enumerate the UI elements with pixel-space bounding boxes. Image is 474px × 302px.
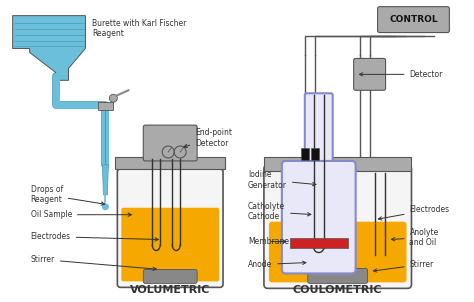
FancyBboxPatch shape: [121, 208, 219, 281]
FancyBboxPatch shape: [143, 125, 197, 161]
FancyBboxPatch shape: [118, 169, 223, 288]
Bar: [115, 157, 225, 169]
Text: CONTROL: CONTROL: [389, 15, 438, 24]
Text: Membrane: Membrane: [248, 237, 289, 246]
Text: Detector: Detector: [359, 70, 443, 79]
Text: Burette with Karl Fischer
Reagent: Burette with Karl Fischer Reagent: [92, 19, 187, 38]
Bar: [290, 238, 347, 248]
Bar: [99, 102, 113, 110]
Text: Oil Sample: Oil Sample: [31, 210, 131, 219]
Text: Electrodes: Electrodes: [31, 232, 158, 241]
FancyBboxPatch shape: [282, 161, 356, 273]
Text: Stirrer: Stirrer: [31, 255, 156, 271]
FancyBboxPatch shape: [305, 93, 333, 167]
FancyBboxPatch shape: [378, 7, 449, 33]
Text: Drops of
Reagent: Drops of Reagent: [31, 185, 105, 205]
FancyBboxPatch shape: [308, 268, 368, 283]
Polygon shape: [13, 16, 85, 80]
Circle shape: [102, 203, 109, 210]
FancyBboxPatch shape: [269, 222, 407, 282]
Text: Stirrer: Stirrer: [374, 260, 434, 272]
Text: Catholyte
Cathode: Catholyte Cathode: [248, 202, 311, 221]
Text: Anolyte
and Oil: Anolyte and Oil: [392, 228, 439, 247]
Text: COULOMETRIC: COULOMETRIC: [293, 285, 383, 295]
Text: Iodine
Generator: Iodine Generator: [248, 170, 316, 190]
Bar: [301, 148, 309, 160]
Bar: [311, 148, 319, 160]
Circle shape: [109, 94, 118, 102]
Bar: [264, 157, 411, 171]
Text: Anode: Anode: [248, 260, 306, 269]
Text: End-point
Detector: End-point Detector: [184, 128, 232, 148]
FancyBboxPatch shape: [354, 58, 385, 90]
Polygon shape: [102, 165, 109, 195]
FancyBboxPatch shape: [264, 165, 411, 288]
Text: VOLUMETRIC: VOLUMETRIC: [130, 285, 210, 295]
FancyBboxPatch shape: [143, 269, 197, 283]
Text: Electrodes: Electrodes: [378, 205, 450, 220]
